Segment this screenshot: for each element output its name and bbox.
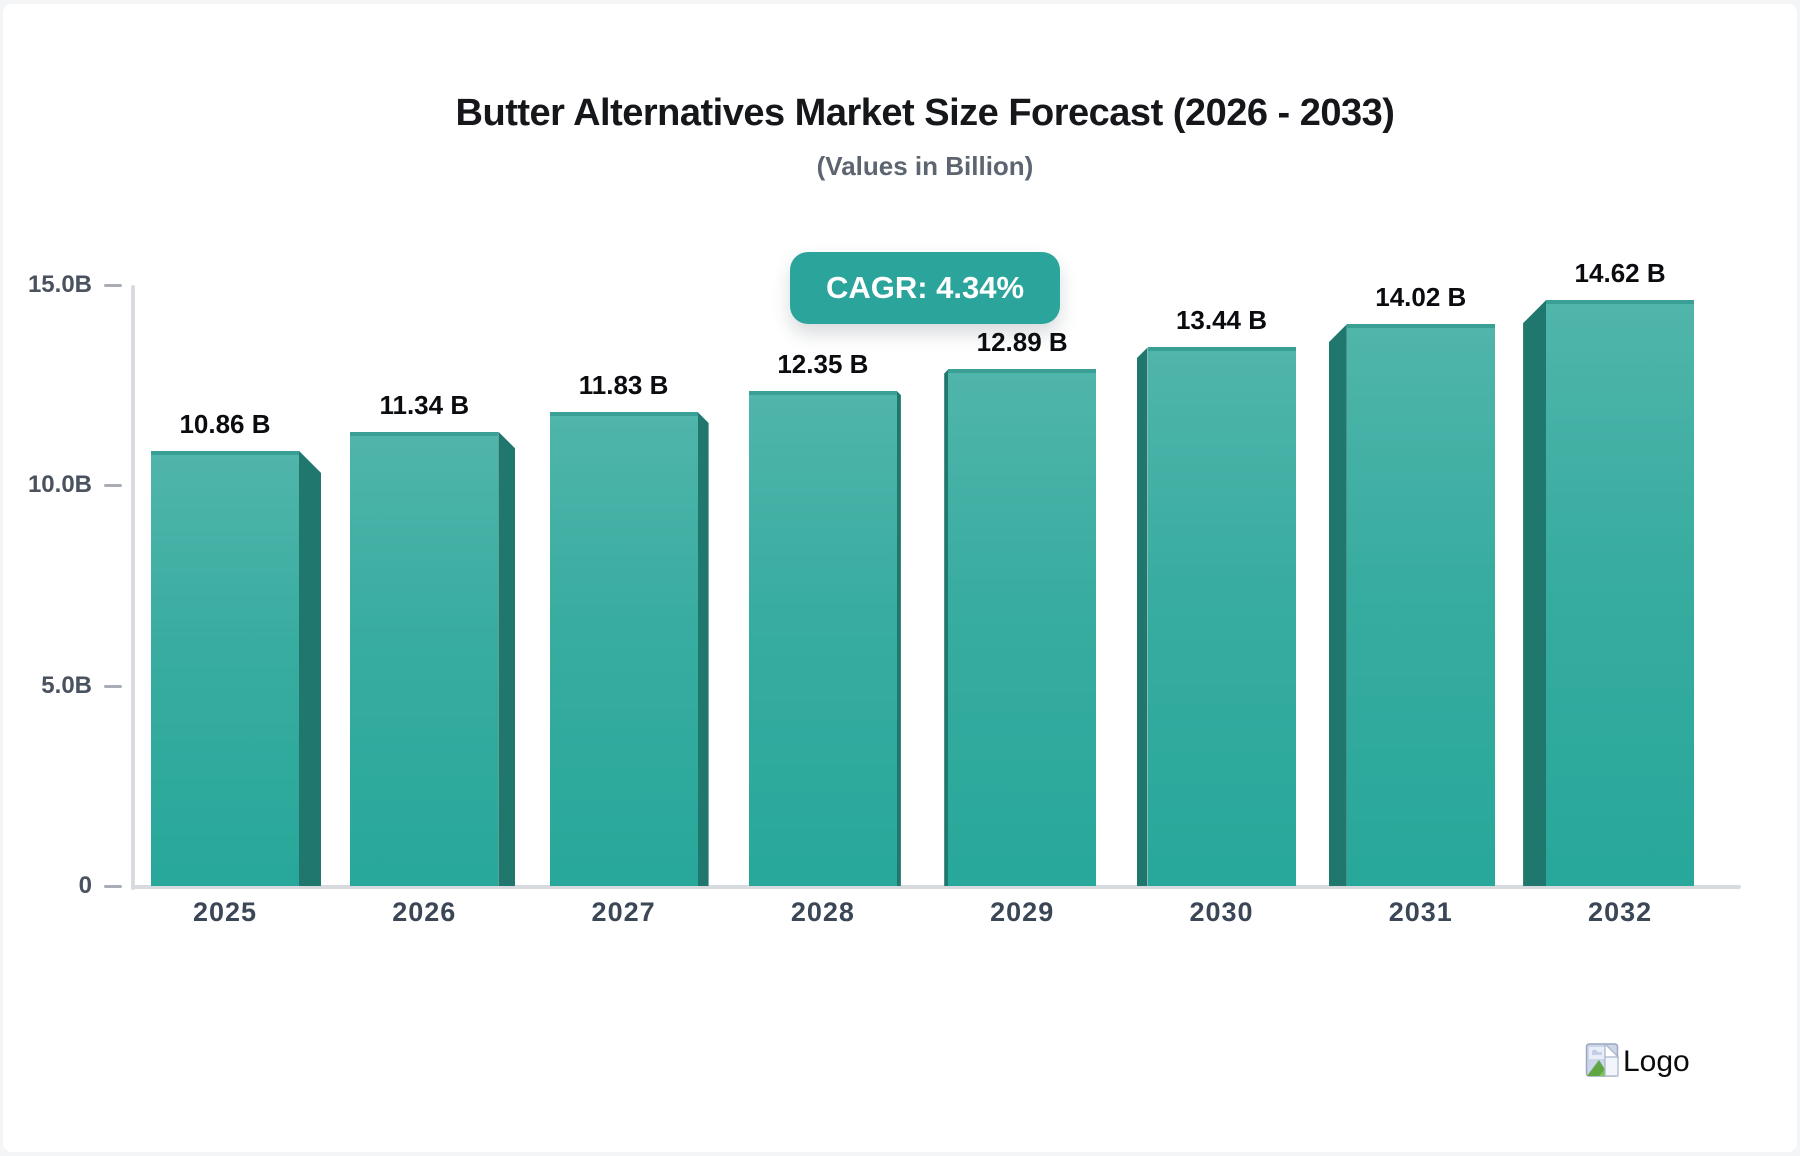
- x-axis-label-2031: 2031: [1388, 897, 1453, 927]
- bar-2032[interactable]: [1523, 300, 1695, 886]
- bar-side-face-2032: [1523, 300, 1547, 886]
- x-axis-line: [131, 885, 1741, 889]
- bar-side-face-2027: [697, 411, 709, 886]
- x-axis-label-2029: 2029: [990, 897, 1055, 927]
- x-axis-label-2026: 2026: [392, 897, 457, 927]
- y-tick-mark: [104, 283, 122, 287]
- bar-value-label-2026: 11.34 B: [379, 389, 470, 420]
- bar-side-face-2029: [944, 369, 949, 886]
- bar-face-2031: [1346, 324, 1495, 886]
- y-tick-label-5.0B: 5.0B: [41, 671, 92, 699]
- bar-side-face-2031: [1328, 324, 1347, 886]
- bar-value-label-2030: 13.44 B: [1175, 305, 1268, 336]
- x-axis-label-2028: 2028: [790, 897, 855, 927]
- bar-face-2025: [151, 450, 299, 886]
- broken-image-icon: [1585, 1042, 1620, 1077]
- bar-value-label-2027: 11.83 B: [578, 369, 669, 400]
- bar-side-face-2025: [299, 450, 321, 886]
- bar-face-2026: [350, 431, 499, 886]
- bar-side-face-2030: [1136, 347, 1148, 886]
- bar-side-face-2028: [896, 391, 901, 886]
- y-tick-mark: [104, 684, 122, 688]
- bar-2025[interactable]: [151, 450, 321, 886]
- y-tick-label-0: 0: [78, 872, 92, 899]
- bar-face-2027: [549, 411, 698, 886]
- bar-face-2029: [948, 369, 1097, 886]
- y-tick-label-10.0B: 10.0B: [27, 471, 92, 499]
- bar-2031[interactable]: [1328, 324, 1495, 886]
- cagr-badge: CAGR: 4.34%: [790, 252, 1060, 324]
- bar-2027[interactable]: [549, 411, 709, 886]
- bar-value-label-2032: 14.62 B: [1574, 258, 1666, 289]
- bar-value-label-2029: 12.89 B: [976, 327, 1068, 358]
- bar-value-label-2031: 14.02 B: [1375, 282, 1467, 313]
- bar-face-2030: [1147, 347, 1296, 886]
- bar-2028[interactable]: [748, 391, 901, 886]
- y-axis-line: [131, 285, 135, 890]
- y-tick-mark: [104, 484, 122, 488]
- y-tick-label-15.0B: 15.0B: [27, 270, 92, 298]
- x-axis-label-2025: 2025: [192, 897, 258, 927]
- y-tick-mark: [104, 885, 122, 888]
- logo-text: Logo: [1623, 1045, 1690, 1078]
- bar-side-face-2026: [498, 431, 516, 886]
- x-axis-label-2032: 2032: [1588, 897, 1653, 927]
- bar-2029[interactable]: [944, 369, 1097, 886]
- bar-face-2028: [748, 391, 897, 886]
- x-axis-label-2030: 2030: [1189, 897, 1254, 927]
- bar-2030[interactable]: [1136, 347, 1296, 886]
- bar-2026[interactable]: [350, 431, 516, 886]
- x-axis-label-2027: 2027: [591, 897, 656, 927]
- cagr-badge-label: CAGR: 4.34%: [825, 270, 1025, 305]
- bar-value-label-2025: 10.86 B: [179, 408, 271, 439]
- logo: Logo: [1585, 1040, 1690, 1084]
- bar-face-2032: [1546, 300, 1695, 886]
- bar-value-label-2028: 12.35 B: [777, 349, 869, 380]
